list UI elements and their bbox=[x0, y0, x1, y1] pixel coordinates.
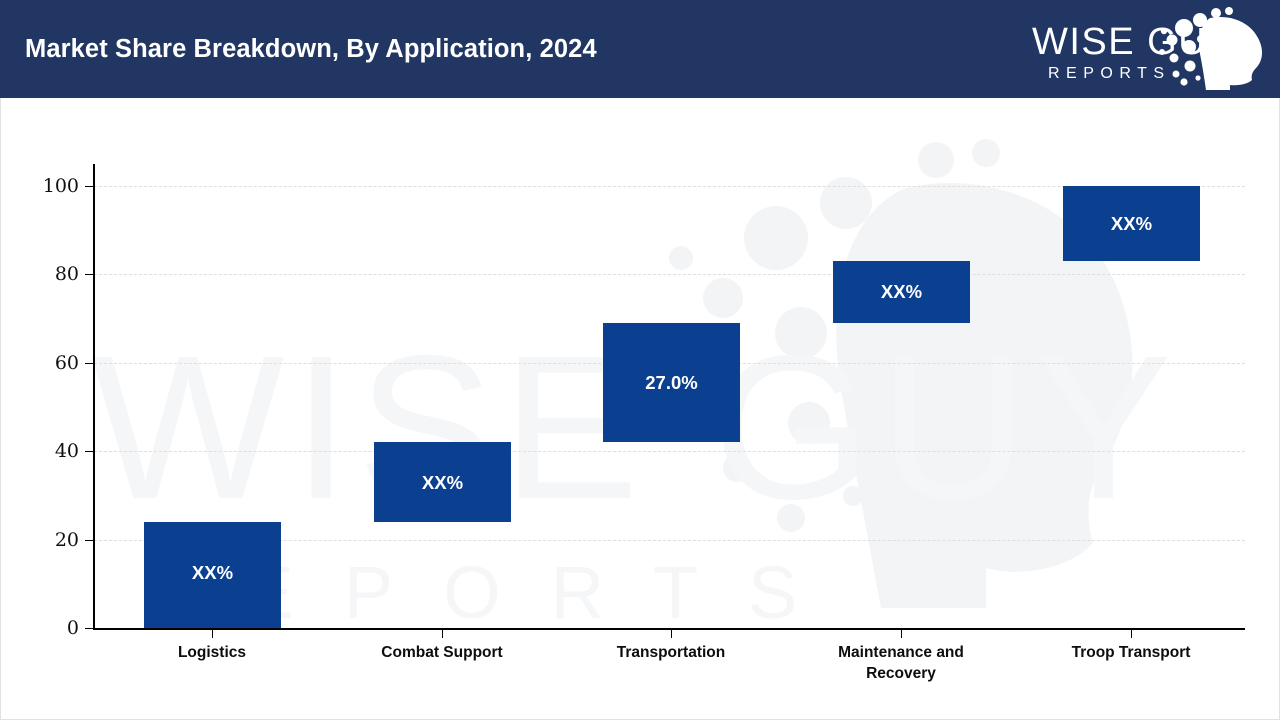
svg-text:REPORTS: REPORTS bbox=[1048, 65, 1171, 82]
bar-troop-transport[interactable] bbox=[1063, 186, 1200, 262]
y-tick-mark-100 bbox=[85, 186, 94, 187]
y-tick-mark-0 bbox=[85, 628, 94, 629]
y-tick-label-20: 20 bbox=[54, 528, 79, 551]
bar-value-label-combat-support: XX% bbox=[421, 472, 464, 493]
bar-logistics[interactable] bbox=[144, 521, 281, 628]
x-tick-label-transportation: Transportation bbox=[556, 642, 786, 663]
gridline-80 bbox=[94, 274, 1245, 276]
x-tick-label-troop-transport: Troop Transport bbox=[1016, 642, 1246, 663]
gridline-20 bbox=[94, 539, 1245, 541]
x-tick-label-combat-support: Combat Support bbox=[327, 642, 557, 663]
page-title: Market Share Breakdown, By Application, … bbox=[25, 35, 597, 63]
x-tick-mark-maintenance-and-recovery bbox=[901, 629, 902, 638]
x-tick-label-troop-transport-line1: Troop Transport bbox=[1071, 644, 1191, 661]
x-tick-label-transportation-line1: Transportation bbox=[616, 644, 726, 661]
x-tick-mark-combat-support bbox=[442, 629, 443, 638]
x-tick-label-maintenance-and-recovery: Maintenance and Recovery bbox=[786, 642, 1016, 684]
x-tick-label-combat-support-line1: Combat Support bbox=[381, 644, 503, 661]
y-tick-mark-80 bbox=[85, 274, 94, 276]
x-tick-label-logistics: Logistics bbox=[97, 642, 327, 663]
bar-combat-support[interactable] bbox=[374, 442, 511, 522]
y-tick-label-80: 80 bbox=[54, 263, 79, 286]
y-tick-label-100: 100 bbox=[42, 175, 79, 197]
bar-value-label-transportation: 27.0% bbox=[645, 372, 698, 393]
chart-body: WISE GUY REPORTS 100 80 60 40 bbox=[0, 98, 1280, 720]
bar-value-label-logistics: XX% bbox=[191, 562, 234, 583]
x-tick-label-logistics-line1: Logistics bbox=[177, 644, 247, 661]
bar-maintenance-and-recovery[interactable] bbox=[833, 261, 970, 323]
wise-guy-reports-logo: WISE GUY REPORTS bbox=[1024, 6, 1274, 92]
y-axis-line bbox=[93, 164, 95, 629]
chart-header: Market Share Breakdown, By Application, … bbox=[0, 0, 1280, 98]
bar-value-label-troop-transport: XX% bbox=[1110, 213, 1153, 234]
logo-svg: WISE GUY REPORTS bbox=[1032, 7, 1263, 90]
x-tick-label-maintenance-and-recovery-line2: Recovery bbox=[866, 665, 936, 682]
svg-text:WISE GUY: WISE GUY bbox=[1032, 21, 1234, 63]
y-tick-label-0: 0 bbox=[66, 617, 79, 639]
gridline-40 bbox=[94, 451, 1245, 453]
y-tick-label-40: 40 bbox=[54, 440, 79, 463]
y-tick-mark-60 bbox=[85, 362, 94, 364]
gridline-100 bbox=[94, 186, 1245, 187]
bar-transportation[interactable] bbox=[603, 323, 740, 443]
y-tick-mark-40 bbox=[85, 451, 94, 453]
plot-area: 100 80 60 40 20 0 XX% XX% XX% bbox=[1, 98, 1279, 719]
x-tick-mark-transportation bbox=[671, 629, 672, 638]
y-tick-mark-20 bbox=[85, 539, 94, 541]
x-tick-mark-troop-transport bbox=[1131, 629, 1132, 638]
bar-label-logistics: XX% bbox=[191, 659, 233, 680]
bar-value-label-maintenance-and-recovery: XX% bbox=[880, 281, 923, 302]
x-axis-line bbox=[93, 627, 1245, 630]
y-tick-label-60: 60 bbox=[54, 351, 79, 374]
x-tick-label-maintenance-and-recovery-line1: Maintenance and bbox=[838, 644, 964, 661]
x-tick-mark-logistics bbox=[212, 629, 213, 638]
